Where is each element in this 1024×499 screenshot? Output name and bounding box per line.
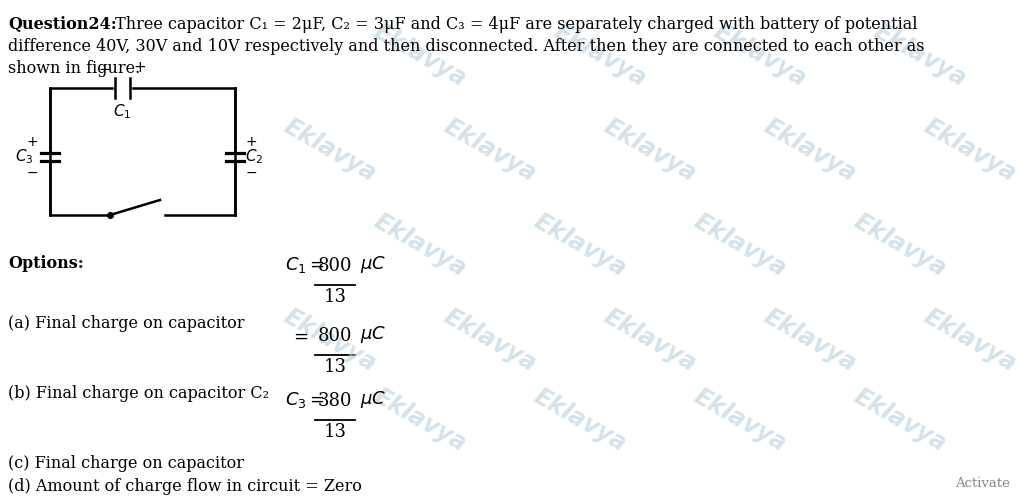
Text: Eklavya: Eklavya	[439, 114, 541, 186]
Text: $+$: $+$	[26, 135, 38, 149]
Text: 800: 800	[317, 327, 352, 345]
Text: $+$: $+$	[245, 135, 257, 149]
Text: 13: 13	[324, 423, 346, 441]
Text: $-$: $-$	[98, 60, 112, 75]
Text: $C_3$: $C_3$	[15, 147, 34, 166]
Text: Eklavya: Eklavya	[920, 114, 1021, 186]
Text: $C_2$: $C_2$	[245, 147, 263, 166]
Text: Eklavya: Eklavya	[850, 209, 950, 281]
Text: shown in figure.: shown in figure.	[8, 60, 140, 77]
Text: Eklavya: Eklavya	[760, 304, 860, 376]
Text: (a) Final charge on capacitor: (a) Final charge on capacitor	[8, 315, 245, 332]
Text: Eklavya: Eklavya	[280, 304, 381, 376]
Text: Eklavya: Eklavya	[370, 384, 470, 456]
Text: Eklavya: Eklavya	[280, 114, 381, 186]
Text: Eklavya: Eklavya	[599, 304, 700, 376]
Text: Eklavya: Eklavya	[439, 304, 541, 376]
Text: 13: 13	[324, 288, 346, 306]
Text: Question24:: Question24:	[8, 16, 117, 33]
Text: $C_1$: $C_1$	[114, 102, 132, 121]
Text: $C_1 = $: $C_1 = $	[285, 255, 325, 275]
Text: $\mu C$: $\mu C$	[360, 254, 386, 275]
Text: difference 40V, 30V and 10V respectively and then disconnected. After then they : difference 40V, 30V and 10V respectively…	[8, 38, 925, 55]
Text: $= $: $= $	[290, 327, 308, 345]
Text: Eklavya: Eklavya	[529, 384, 631, 456]
Text: $C_3 = $: $C_3 = $	[285, 390, 325, 410]
Text: $\mu C$: $\mu C$	[360, 389, 386, 410]
Text: Options:: Options:	[8, 255, 84, 272]
Text: Eklavya: Eklavya	[920, 304, 1021, 376]
Text: Eklavya: Eklavya	[869, 19, 971, 91]
Text: (c) Final charge on capacitor: (c) Final charge on capacitor	[8, 455, 244, 472]
Text: (b) Final charge on capacitor C₂: (b) Final charge on capacitor C₂	[8, 385, 269, 402]
Text: $\mu C$: $\mu C$	[360, 324, 386, 345]
Text: Eklavya: Eklavya	[550, 19, 650, 91]
Text: Activate: Activate	[955, 477, 1010, 490]
Text: Eklavya: Eklavya	[370, 209, 470, 281]
Text: Eklavya: Eklavya	[710, 19, 810, 91]
Text: Eklavya: Eklavya	[689, 209, 791, 281]
Text: Eklavya: Eklavya	[689, 384, 791, 456]
Text: 13: 13	[324, 358, 346, 376]
Text: 380: 380	[317, 392, 352, 410]
Text: Eklavya: Eklavya	[850, 384, 950, 456]
Text: Three capacitor C₁ = 2μF, C₂ = 3μF and C₃ = 4μF are separately charged with batt: Three capacitor C₁ = 2μF, C₂ = 3μF and C…	[110, 16, 918, 33]
Text: $-$: $-$	[26, 165, 38, 179]
Text: Eklavya: Eklavya	[370, 19, 470, 91]
Text: 800: 800	[317, 257, 352, 275]
Text: Eklavya: Eklavya	[599, 114, 700, 186]
Text: (d) Amount of charge flow in circuit = Zero: (d) Amount of charge flow in circuit = Z…	[8, 478, 361, 495]
Text: $-$: $-$	[245, 165, 257, 179]
Text: Eklavya: Eklavya	[529, 209, 631, 281]
Text: $+$: $+$	[133, 60, 146, 75]
Text: Eklavya: Eklavya	[760, 114, 860, 186]
